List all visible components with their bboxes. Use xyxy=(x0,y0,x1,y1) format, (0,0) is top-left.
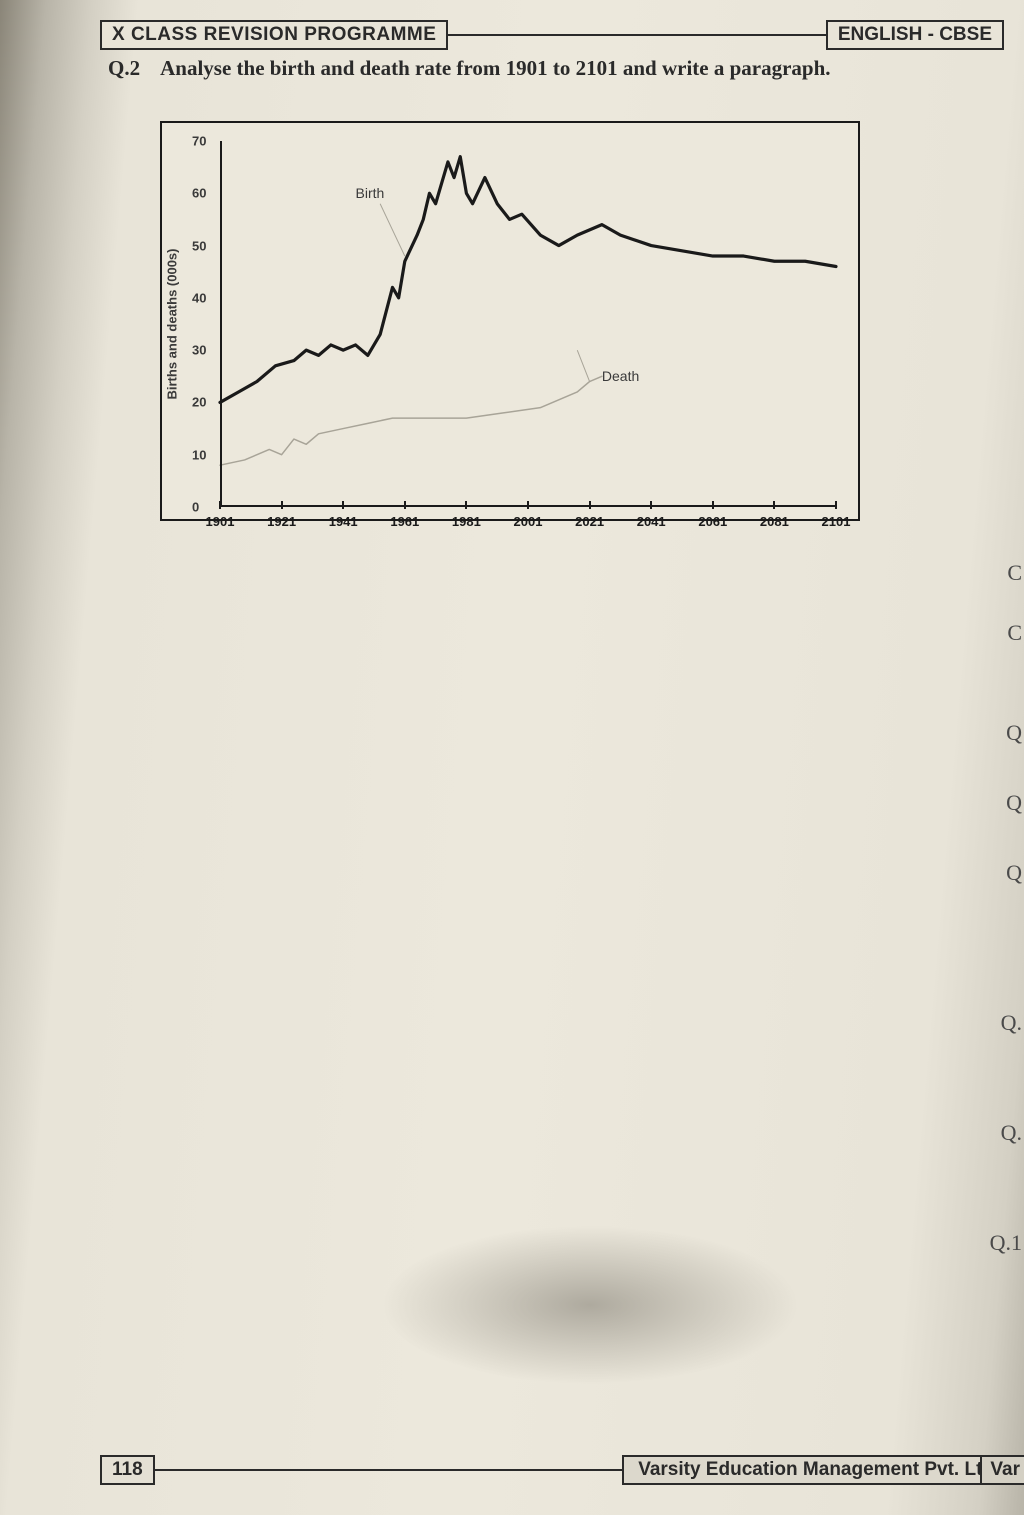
x-tick-label: 1921 xyxy=(267,514,296,529)
margin-bleed-text: Q. xyxy=(1001,1120,1022,1146)
x-tick-label: 2061 xyxy=(698,514,727,529)
x-tick-label: 1901 xyxy=(206,514,235,529)
question-number: Q.2 xyxy=(108,56,140,81)
publisher-box: Varsity Education Management Pvt. Ltd xyxy=(622,1455,1004,1485)
y-tick-label: 30 xyxy=(192,343,206,358)
footer-bleed-text: Var xyxy=(980,1455,1024,1485)
margin-bleed-text: Q xyxy=(1006,790,1022,816)
series-line xyxy=(220,157,836,403)
footer-rule-line xyxy=(155,1469,623,1471)
margin-bleed-text: C xyxy=(1007,620,1022,646)
x-tick-mark xyxy=(219,501,221,509)
page-content: X CLASS REVISION PROGRAMME ENGLISH - CBS… xyxy=(100,20,1004,1485)
series-label: Birth xyxy=(356,185,385,201)
y-tick-label: 40 xyxy=(192,290,206,305)
chart-frame: Births and deaths (000s) 0 10 20 30 40 50 60 70… xyxy=(160,121,860,521)
x-tick-label: 1941 xyxy=(329,514,358,529)
x-tick-label: 2021 xyxy=(575,514,604,529)
x-tick-mark xyxy=(527,501,529,509)
x-tick-mark xyxy=(342,501,344,509)
margin-bleed-text: Q.1 xyxy=(990,1230,1022,1256)
footer-row: 118 Varsity Education Management Pvt. Lt… xyxy=(100,1455,1004,1485)
header-rule-line xyxy=(448,34,825,36)
x-tick-mark xyxy=(281,501,283,509)
x-tick-mark xyxy=(712,501,714,509)
x-tick-label: 2001 xyxy=(514,514,543,529)
x-tick-mark xyxy=(465,501,467,509)
x-tick-label: 1981 xyxy=(452,514,481,529)
margin-bleed-text: Q. xyxy=(1001,1010,1022,1036)
series-line xyxy=(220,376,602,465)
x-tick-label: 1961 xyxy=(390,514,419,529)
x-tick-mark xyxy=(650,501,652,509)
x-tick-mark xyxy=(404,501,406,509)
page-number-box: 118 xyxy=(100,1455,155,1485)
x-tick-mark xyxy=(773,501,775,509)
chart-svg xyxy=(220,141,836,507)
y-tick-label: 20 xyxy=(192,395,206,410)
subject-box: ENGLISH - CBSE xyxy=(826,20,1004,50)
question-row: Q.2 Analyse the birth and death rate fro… xyxy=(108,56,1004,81)
x-tick-label: 2101 xyxy=(822,514,851,529)
margin-bleed-text: Q xyxy=(1006,720,1022,746)
series-label: Death xyxy=(602,368,639,384)
y-axis-label: Births and deaths (000s) xyxy=(165,249,180,400)
question-text: Analyse the birth and death rate from 19… xyxy=(160,56,830,81)
x-tick-mark xyxy=(835,501,837,509)
y-tick-label: 0 xyxy=(192,500,199,515)
y-tick-label: 10 xyxy=(192,447,206,462)
leader-line xyxy=(577,350,589,381)
y-axis-line xyxy=(220,141,222,507)
margin-bleed-text: Q xyxy=(1006,860,1022,886)
leader-line xyxy=(380,204,405,256)
margin-bleed-text: C xyxy=(1007,560,1022,586)
y-tick-label: 70 xyxy=(192,134,206,149)
x-tick-mark xyxy=(589,501,591,509)
photo-shadow xyxy=(380,1225,800,1385)
chart-plot-area: Births and deaths (000s) 010203040506070… xyxy=(220,141,836,507)
x-tick-label: 2041 xyxy=(637,514,666,529)
programme-box: X CLASS REVISION PROGRAMME xyxy=(100,20,448,50)
y-tick-label: 60 xyxy=(192,186,206,201)
header-row: X CLASS REVISION PROGRAMME ENGLISH - CBS… xyxy=(100,20,1004,50)
x-tick-label: 2081 xyxy=(760,514,789,529)
y-tick-label: 50 xyxy=(192,238,206,253)
